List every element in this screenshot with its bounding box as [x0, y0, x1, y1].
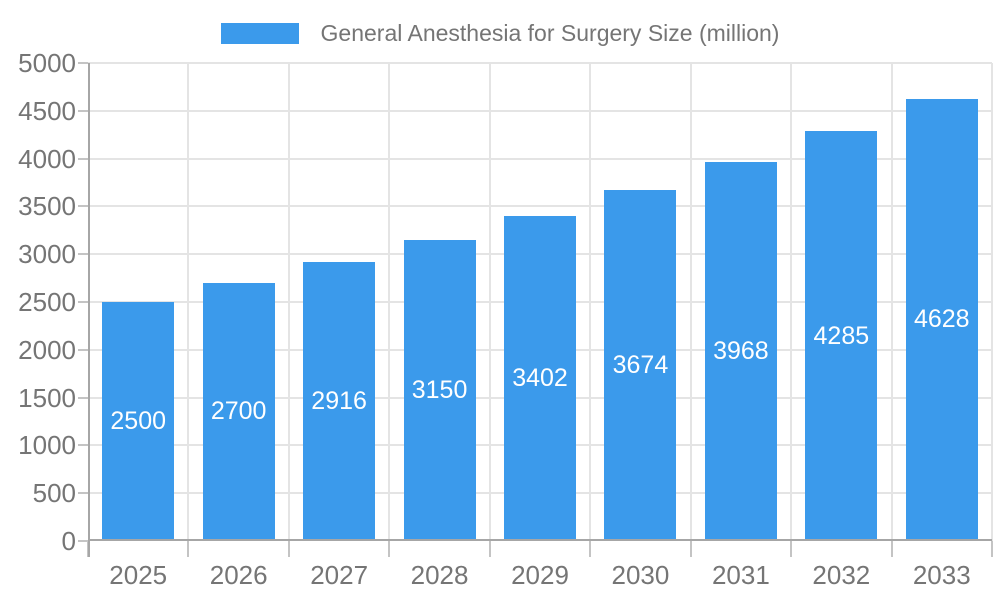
x-axis-label: 2026 — [209, 560, 268, 590]
x-axis-label: 2029 — [511, 560, 569, 590]
x-axis-tick — [388, 541, 391, 557]
y-axis-label: 2000 — [18, 334, 76, 365]
bar-value-label: 3402 — [512, 363, 568, 392]
legend-label: General Anesthesia for Surgery Size (mil… — [320, 19, 780, 46]
x-axis-tick — [187, 541, 190, 557]
gridline-vertical — [589, 63, 592, 541]
gridline-vertical — [890, 63, 893, 541]
bar-2031[interactable]: 3968 — [704, 161, 777, 541]
gridline-horizontal — [88, 157, 992, 160]
gridline-vertical — [287, 63, 290, 541]
x-axis-label: 2025 — [109, 560, 168, 590]
x-axis-label: 2033 — [912, 560, 971, 590]
bar-value-label: 4285 — [813, 321, 870, 350]
plot-area: 2500 2700 2916 3150 3402 3674 3968 4285 4628 — [78, 62, 993, 557]
gridline-vertical — [991, 63, 993, 541]
gridline-vertical — [790, 63, 793, 541]
bar-2025[interactable]: 2500 — [102, 302, 175, 541]
y-axis-label: 0 — [61, 526, 76, 556]
y-axis-tick — [78, 62, 88, 64]
x-axis-tick — [589, 541, 592, 557]
y-axis-tick — [78, 157, 88, 160]
bar-value-label: 2500 — [110, 407, 167, 435]
gridline-vertical — [388, 63, 391, 541]
y-axis-label: 1500 — [18, 382, 76, 413]
y-axis-tick — [78, 301, 88, 303]
y-axis-label: 1000 — [18, 430, 76, 461]
bar-value-label: 2700 — [210, 397, 267, 426]
y-axis-tick — [78, 205, 88, 208]
bar-value-label: 3674 — [612, 350, 669, 379]
y-axis-label: 3500 — [18, 191, 76, 222]
gridline-horizontal — [88, 109, 992, 112]
y-axis-label: 4500 — [18, 95, 76, 126]
y-axis-label: 5000 — [18, 48, 76, 78]
y-axis-label: 500 — [32, 478, 76, 509]
bar-2027[interactable]: 2916 — [303, 262, 376, 541]
legend-swatch[interactable] — [220, 22, 299, 44]
bar-2028[interactable]: 3150 — [403, 239, 476, 541]
gridline-vertical — [488, 63, 491, 541]
x-axis-tick — [991, 541, 993, 557]
legend[interactable]: General Anesthesia for Surgery Size (mil… — [0, 19, 1000, 47]
bar-value-label: 3968 — [713, 336, 769, 365]
x-axis-tick — [287, 541, 290, 557]
x-axis-label: 2030 — [611, 560, 670, 590]
x-axis-label: 2032 — [812, 560, 871, 590]
x-axis-label: 2028 — [410, 560, 469, 590]
bar-2030[interactable]: 3674 — [604, 189, 677, 541]
x-axis-tick — [689, 541, 692, 557]
bar-2026[interactable]: 2700 — [202, 282, 275, 541]
x-axis-line — [88, 539, 992, 541]
bar-2029[interactable]: 3402 — [504, 215, 576, 541]
y-axis-tick — [78, 492, 88, 495]
x-axis-label: 2027 — [310, 560, 369, 590]
bar-2032[interactable]: 4285 — [805, 131, 878, 541]
x-axis-tick — [790, 541, 793, 557]
y-axis-tick — [78, 348, 88, 351]
y-axis-tick — [78, 540, 88, 542]
bar-2033[interactable]: 4628 — [905, 98, 978, 541]
y-axis-line — [88, 63, 90, 557]
x-axis-tick — [890, 541, 893, 557]
y-axis-label: 4000 — [18, 143, 76, 174]
y-axis-label: 2500 — [18, 287, 76, 317]
x-axis-tick — [488, 541, 491, 557]
x-axis-label: 2031 — [711, 560, 770, 590]
y-axis-tick — [78, 253, 88, 256]
y-axis-tick — [78, 396, 88, 399]
bar-value-label: 4628 — [913, 305, 970, 334]
y-axis-tick — [78, 444, 88, 447]
gridline-vertical — [187, 63, 190, 541]
bar-value-label: 2916 — [311, 387, 367, 416]
gridline-vertical — [689, 63, 692, 541]
gridline-horizontal — [88, 62, 992, 64]
y-axis-label: 3000 — [18, 239, 76, 270]
bar-value-label: 3150 — [411, 375, 468, 404]
gridline-horizontal — [88, 205, 992, 208]
y-axis-tick — [78, 109, 88, 112]
